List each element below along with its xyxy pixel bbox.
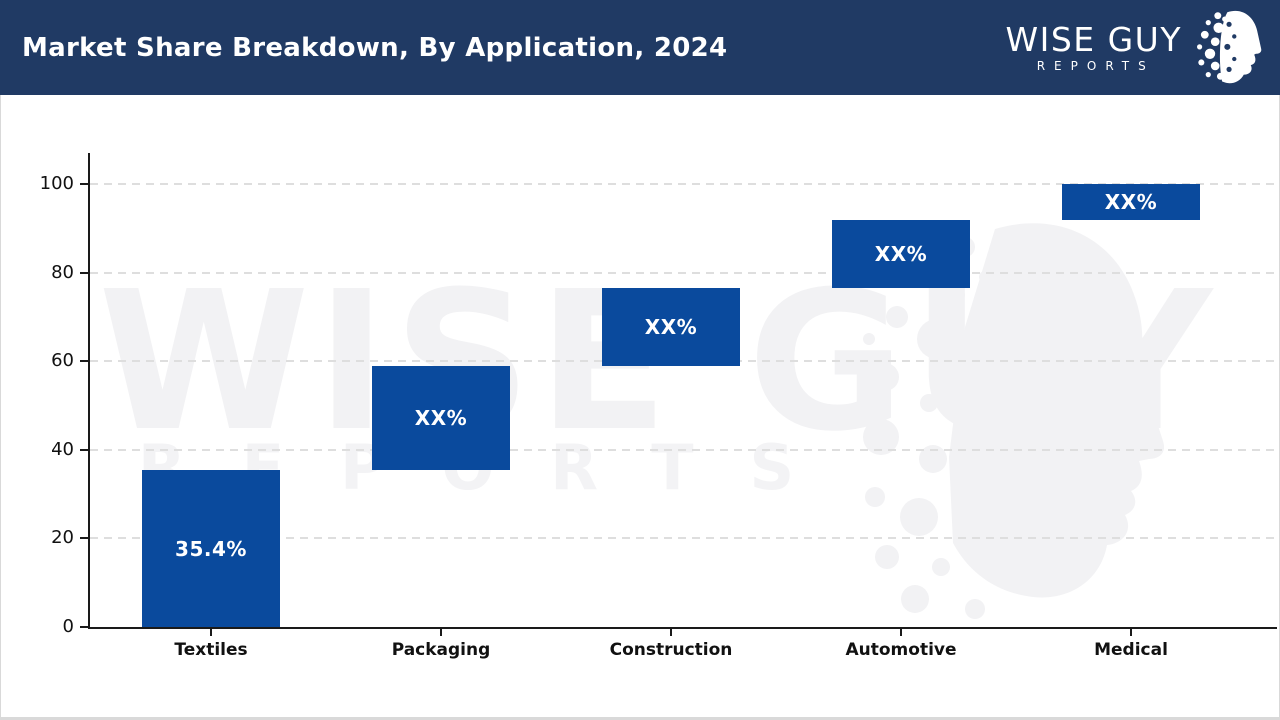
y-tick-label: 80 — [51, 261, 74, 283]
y-tick-label: 40 — [51, 438, 74, 460]
wise-guy-reports-logo: WISE GUY REPORTS — [1005, 5, 1262, 91]
logo-wordmark: WISE GUY — [1005, 20, 1182, 59]
bar-value-label: XX% — [644, 314, 698, 339]
x-tick-mark — [670, 629, 672, 636]
watermark-head-profile — [845, 207, 1175, 631]
x-tick-label-construction: Construction — [609, 640, 733, 660]
gridline-20 — [90, 537, 1277, 540]
y-tick-mark — [80, 183, 88, 185]
x-tick-label-automotive: Automotive — [845, 640, 957, 660]
bar-value-label: XX% — [1104, 189, 1158, 214]
logo-head-profile-icon — [1184, 5, 1262, 91]
bar-automotive: XX% — [832, 219, 970, 288]
y-tick-label: 60 — [51, 350, 74, 372]
x-tick-mark — [900, 629, 902, 636]
y-tick-mark — [80, 537, 88, 540]
y-tick-label: 20 — [51, 527, 74, 549]
bar-construction: XX% — [602, 287, 740, 367]
y-tick-mark — [80, 271, 88, 274]
bar-value-label: XX% — [874, 241, 928, 266]
chart-title: Market Share Breakdown, By Application, … — [22, 32, 728, 63]
x-axis-spine — [88, 627, 1277, 629]
y-tick-mark — [80, 626, 88, 628]
y-axis-spine — [88, 153, 90, 629]
logo-text: WISE GUY REPORTS — [1005, 23, 1182, 72]
header-band: Market Share Breakdown, By Application, … — [0, 0, 1280, 95]
x-tick-mark — [210, 629, 212, 636]
gridline-40 — [90, 448, 1277, 451]
gridline-80 — [90, 271, 1277, 274]
x-tick-mark — [1130, 629, 1132, 636]
bar-packaging: XX% — [372, 366, 510, 471]
x-tick-label-textiles: Textiles — [174, 640, 248, 660]
logo-subtitle: REPORTS — [1036, 59, 1155, 73]
x-tick-label-packaging: Packaging — [391, 640, 491, 660]
y-tick-mark — [80, 360, 88, 363]
x-tick-mark — [440, 629, 442, 636]
x-tick-label-medical: Medical — [1094, 640, 1168, 660]
y-tick-mark — [80, 448, 88, 451]
y-tick-label: 0 — [62, 616, 74, 637]
gridline-100 — [90, 183, 1277, 185]
bar-textiles: 35.4% — [142, 470, 280, 627]
bar-value-label: 35.4% — [175, 536, 247, 561]
bar-medical: XX% — [1062, 184, 1200, 220]
y-tick-label: 100 — [39, 173, 74, 194]
bar-value-label: XX% — [414, 406, 468, 431]
